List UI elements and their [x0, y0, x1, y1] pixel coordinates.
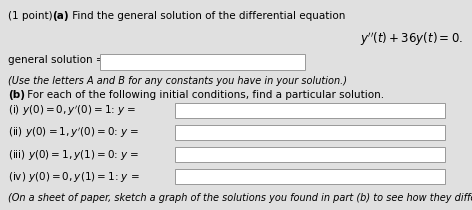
FancyBboxPatch shape [175, 103, 445, 118]
Text: (a): (a) [52, 11, 68, 21]
Text: (i) $y(0) = 0, y'(0) = 1$: $y$ =: (i) $y(0) = 0, y'(0) = 1$: $y$ = [8, 104, 136, 118]
Text: general solution =: general solution = [8, 55, 108, 65]
Text: (iii) $y(0) = 1, y(1) = 0$: $y$ =: (iii) $y(0) = 1, y(1) = 0$: $y$ = [8, 148, 140, 162]
FancyBboxPatch shape [100, 54, 305, 70]
FancyBboxPatch shape [175, 169, 445, 184]
Text: $y''(t) + 36y(t) = 0.$: $y''(t) + 36y(t) = 0.$ [360, 30, 463, 47]
Text: Find the general solution of the differential equation: Find the general solution of the differe… [69, 11, 346, 21]
Text: For each of the following initial conditions, find a particular solution.: For each of the following initial condit… [24, 90, 384, 100]
Text: (On a sheet of paper, sketch a graph of the solutions you found in part (b) to s: (On a sheet of paper, sketch a graph of … [8, 193, 472, 203]
Text: (ii) $y(0) = 1, y'(0) = 0$: $y$ =: (ii) $y(0) = 1, y'(0) = 0$: $y$ = [8, 126, 139, 140]
FancyBboxPatch shape [175, 125, 445, 140]
Text: (1 point): (1 point) [8, 11, 56, 21]
Text: (iv) $y(0) = 0, y(1) = 1$: $y$ =: (iv) $y(0) = 0, y(1) = 1$: $y$ = [8, 170, 140, 184]
FancyBboxPatch shape [175, 147, 445, 162]
Text: (Use the letters A and B for any constants you have in your solution.): (Use the letters A and B for any constan… [8, 76, 347, 86]
Text: (b): (b) [8, 90, 25, 100]
